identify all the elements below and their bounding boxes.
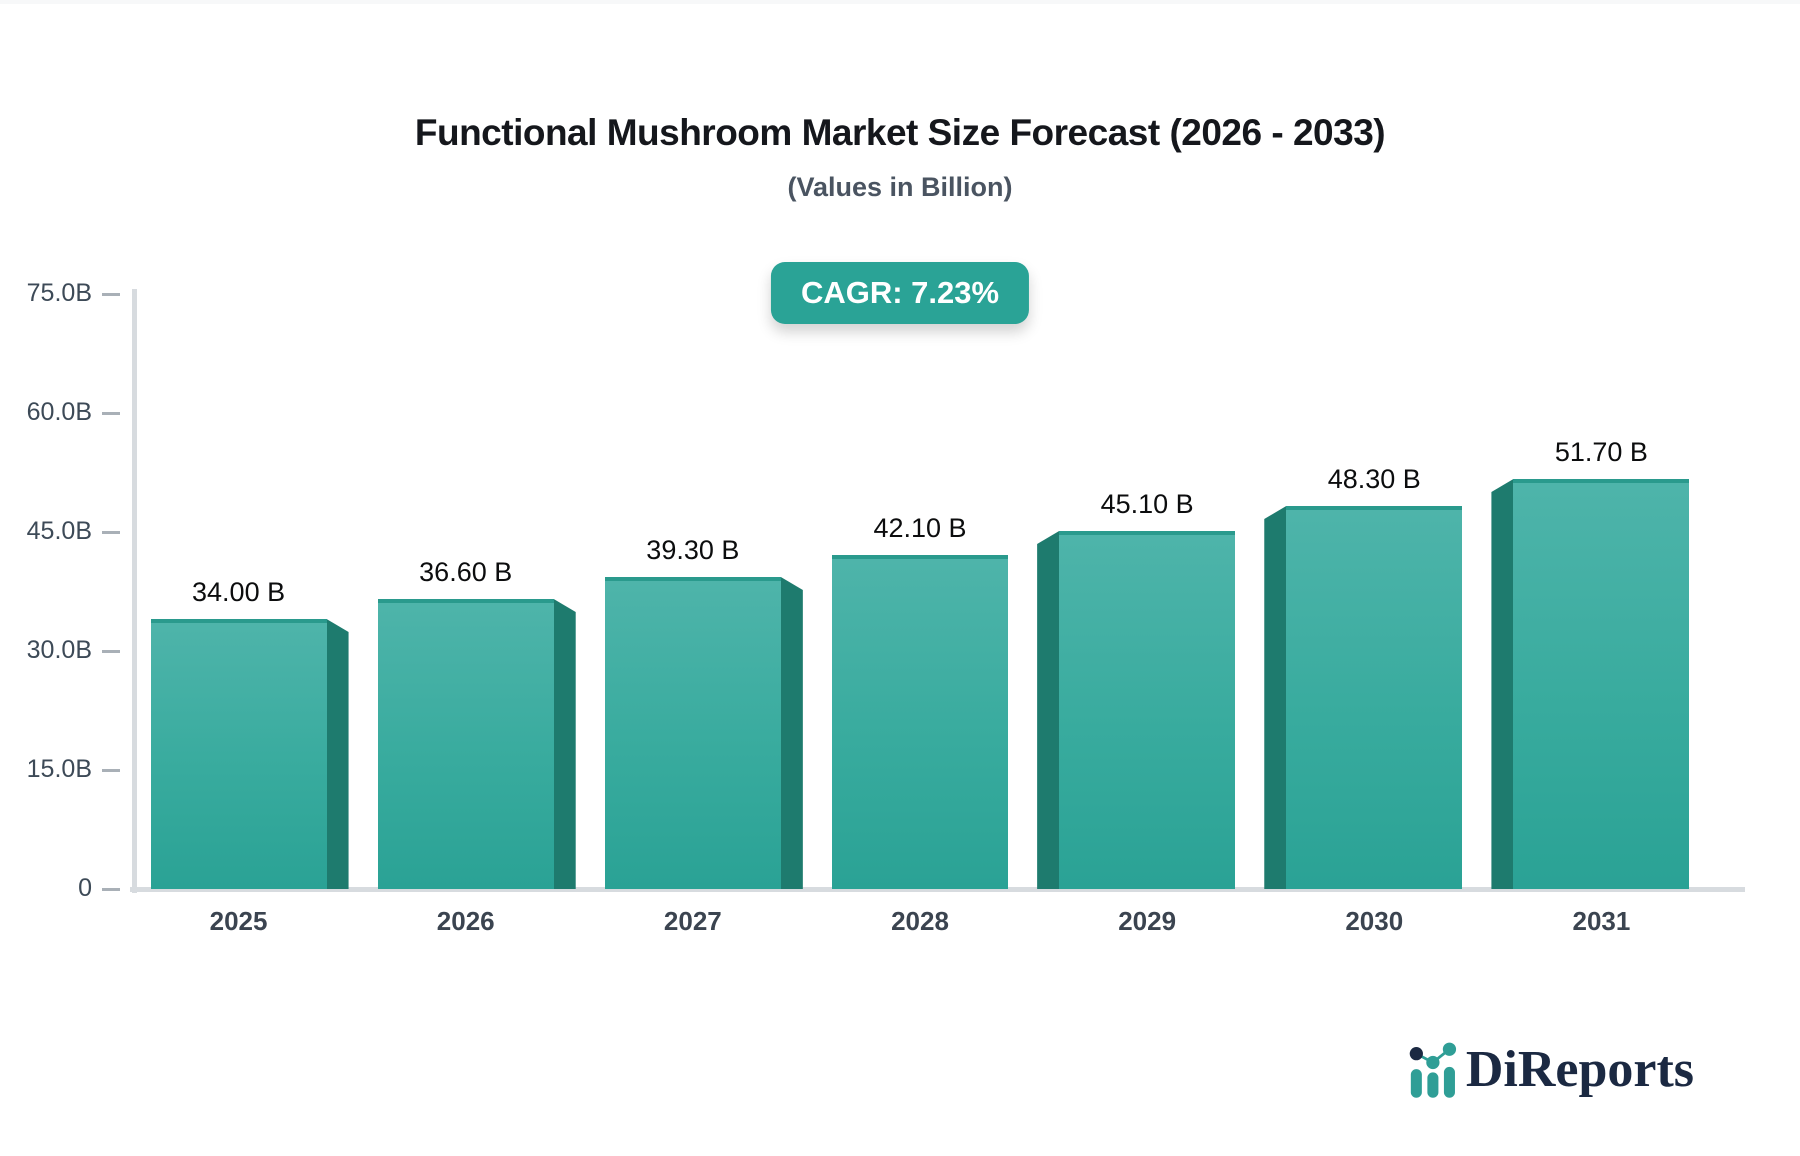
cagr-badge: CAGR: 7.23% — [770, 262, 1030, 324]
bar-3d-side — [1491, 479, 1514, 889]
bar-3d-side — [1264, 506, 1287, 889]
y-tick-mark — [102, 650, 120, 653]
y-tick-label: 0 — [78, 874, 92, 902]
y-tick-label: 45.0B — [26, 517, 92, 545]
y-tick-label: 60.0B — [26, 398, 92, 426]
bar — [377, 599, 554, 889]
x-axis-category-label: 2031 — [1572, 906, 1631, 936]
chart-title: Functional Mushroom Market Size Forecast… — [414, 112, 1386, 153]
x-axis-category-label: 2027 — [663, 906, 722, 936]
y-tick-mark — [102, 531, 120, 534]
bar — [1286, 506, 1463, 889]
bar-value-label: 51.70 B — [1554, 437, 1648, 467]
y-tick-mark — [102, 888, 120, 891]
bar-chart-logo-icon — [1408, 1036, 1460, 1105]
y-tick-mark — [102, 412, 120, 415]
bar-3d-side — [326, 619, 349, 889]
x-axis-category-label: 2029 — [1118, 906, 1177, 936]
bar-value-label: 45.10 B — [1100, 489, 1194, 519]
bar — [831, 555, 1008, 889]
y-tick-label: 15.0B — [26, 755, 92, 783]
bar-value-label: 39.30 B — [646, 535, 740, 565]
y-axis-line — [132, 289, 137, 893]
bar-value-label: 42.10 B — [873, 513, 967, 543]
bar — [1059, 531, 1236, 889]
y-tick-mark — [102, 769, 120, 772]
y-tick-mark — [102, 293, 120, 296]
y-tick-label: 75.0B — [26, 279, 92, 307]
x-axis-category-label: 2025 — [209, 906, 268, 936]
chart-subtitle: (Values in Billion) — [787, 172, 1013, 202]
x-axis-category-label: 2028 — [891, 906, 949, 936]
brand-name: DiReports — [1465, 1041, 1694, 1098]
bar-value-label: 36.60 B — [419, 557, 513, 587]
bar-value-label: 48.30 B — [1327, 464, 1421, 494]
bar — [150, 619, 327, 889]
y-tick-label: 30.0B — [26, 636, 92, 664]
x-axis-category-label: 2026 — [436, 906, 495, 936]
bar — [604, 577, 781, 889]
bar-value-label: 34.00 B — [192, 577, 286, 607]
brand-logo: DiReports — [1408, 1032, 1694, 1108]
bar — [1513, 479, 1690, 889]
bar-3d-side — [553, 599, 576, 889]
x-axis-line — [130, 887, 1745, 892]
x-axis-category-label: 2030 — [1345, 906, 1404, 936]
bar-3d-side — [1037, 531, 1060, 889]
bar-3d-side — [780, 577, 803, 889]
